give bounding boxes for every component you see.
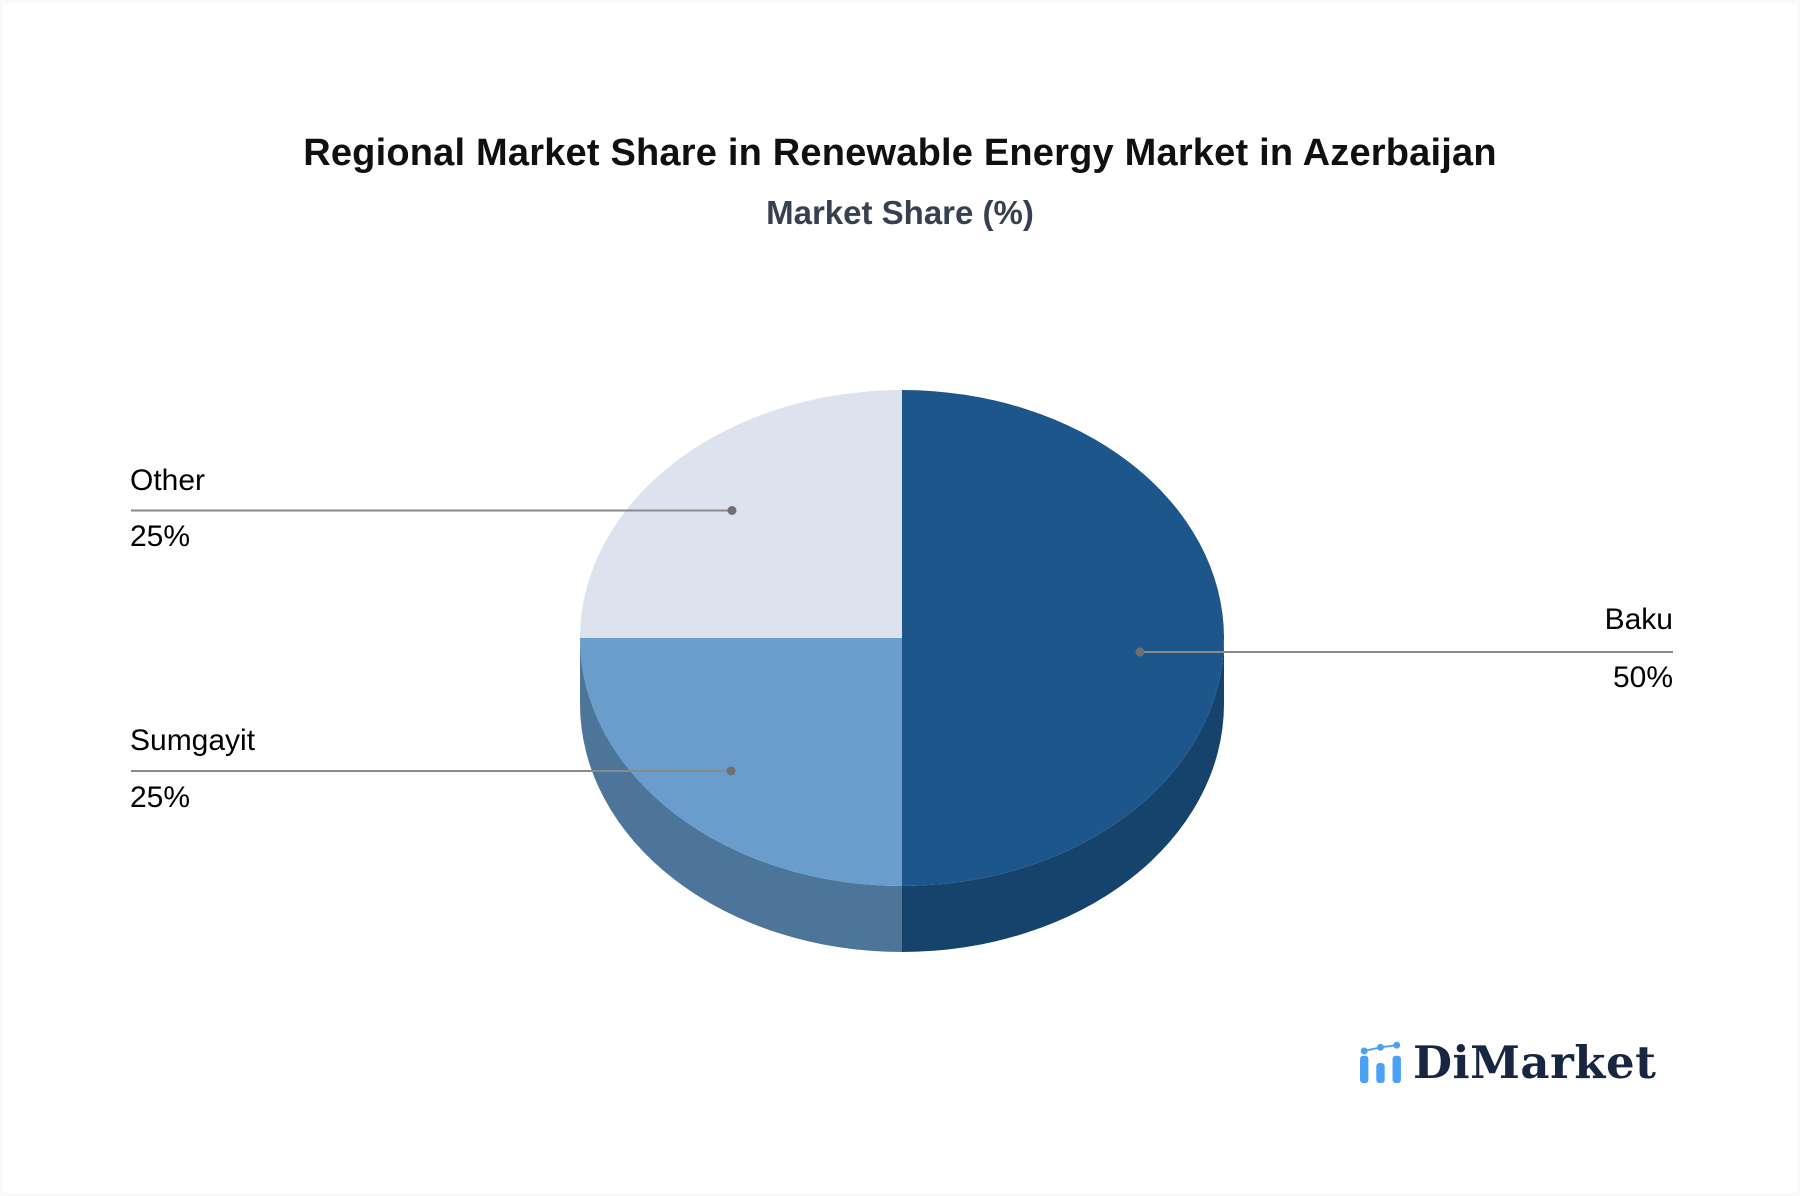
- pie-slice-baku-side: [902, 638, 1224, 952]
- chart-subtitle: Market Share (%): [766, 194, 1034, 231]
- slice-label-baku: Baku: [1604, 603, 1673, 636]
- slice-label-sumgayit: Sumgayit: [130, 724, 256, 757]
- brand-logo-text: DiMarket: [1413, 1035, 1657, 1089]
- slice-value-baku: 50%: [1612, 661, 1673, 694]
- chart-title: Regional Market Share in Renewable Energ…: [303, 132, 1497, 174]
- brand-logo[interactable]: DiMarket: [1360, 1034, 1656, 1090]
- pie-slice-other[interactable]: [580, 390, 902, 638]
- slice-value-sumgayit: 25%: [130, 781, 191, 814]
- pie-slice-sumgayit-side: [580, 638, 902, 952]
- connector-dot-baku: [1135, 647, 1145, 657]
- pie-slice-baku[interactable]: [902, 390, 1224, 886]
- pie-slice-sumgayit[interactable]: [580, 638, 902, 886]
- connector-dot-sumgayit: [726, 766, 736, 776]
- bar-line-chart-icon: [1360, 1041, 1401, 1083]
- connector-dot-other: [727, 506, 737, 515]
- slice-label-other: Other: [130, 464, 206, 497]
- slice-value-other: 25%: [130, 520, 191, 553]
